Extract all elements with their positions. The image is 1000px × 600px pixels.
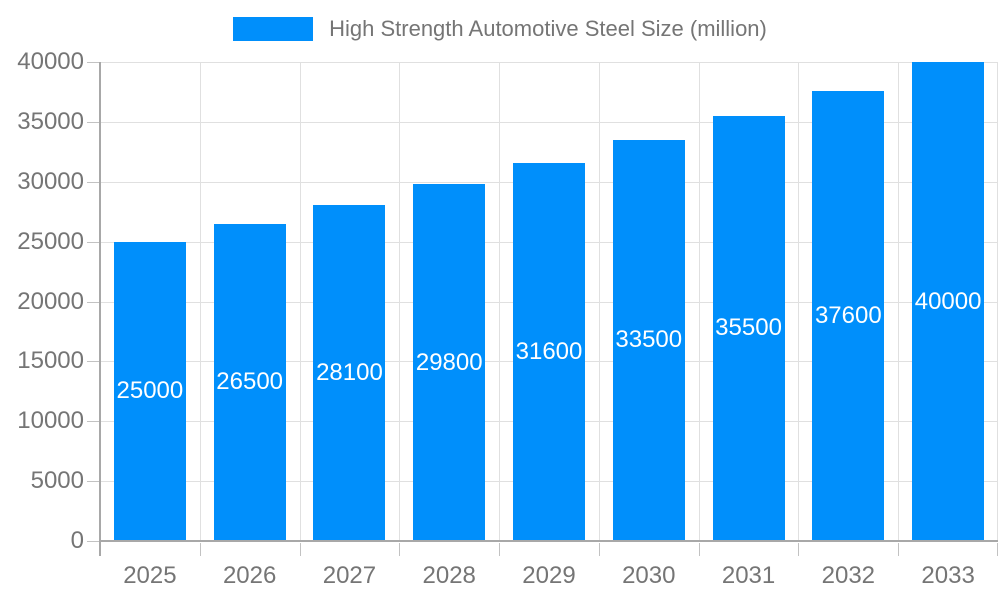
bar-2029[interactable]: 31600 [513,162,585,541]
y-axis-tick-label: 10000 [17,407,84,435]
bar-value-label: 33500 [615,326,683,354]
legend-item[interactable]: High Strength Automotive Steel Size (mil… [233,16,767,42]
bar-2025[interactable]: 25000 [113,241,186,541]
gridline-vertical [299,62,301,541]
y-axis-tick [87,121,99,123]
gridline-vertical [698,62,700,541]
y-axis-line [99,62,101,556]
bar-2027[interactable]: 28100 [313,204,386,541]
x-axis-tick-label: 2033 [921,562,975,589]
x-axis-tick [199,543,201,556]
gridline-vertical [399,62,401,541]
bar-value-label: 29800 [415,348,483,376]
x-axis-tick [598,543,600,556]
x-axis-tick-label: 2031 [721,562,776,589]
x-axis-tick [898,543,900,556]
y-axis-tick [87,541,99,542]
bar-2031[interactable]: 35500 [712,115,785,541]
bar-value-label: 40000 [914,287,982,315]
gridline-horizontal [100,62,998,63]
x-axis-tick-label: 2028 [422,562,476,589]
y-axis-tick [87,181,99,183]
x-axis-tick-label: 2030 [622,562,676,589]
y-axis-tick-label: 20000 [17,287,84,315]
x-axis-line [100,540,998,542]
y-axis-tick-label: 30000 [17,167,84,195]
x-axis-tick [399,543,401,556]
bar-value-label: 25000 [116,377,184,405]
y-axis-tick [87,62,99,63]
y-axis-tick-label: 15000 [17,347,84,375]
y-axis-tick [87,421,99,423]
bar-value-label: 26500 [216,368,284,396]
bar-value-label: 37600 [814,301,882,329]
gridline-horizontal [100,121,998,123]
plot-area: 25000 26500 28100 29800 31600 33500 35500 37600… [100,62,998,541]
gridline-vertical [898,62,900,541]
y-axis-tick-label: 5000 [30,467,84,495]
bar-value-label: 35500 [715,314,782,342]
x-axis-tick [499,543,501,556]
x-axis-tick-label: 2029 [522,562,576,589]
legend: High Strength Automotive Steel Size (mil… [0,16,1000,42]
x-axis-tick-label: 2026 [222,562,277,589]
y-axis-tick [87,361,99,363]
x-axis-tick [798,543,800,556]
bar-2030[interactable]: 33500 [612,139,685,541]
y-axis-tick-label: 25000 [17,227,84,255]
bar-2026[interactable]: 26500 [213,223,286,541]
x-axis-tick-label: 2025 [123,562,177,589]
gridline-vertical [499,62,501,541]
y-axis-tick-label: 40000 [17,48,84,75]
bar-value-label: 28100 [316,358,383,386]
bar-2033[interactable]: 40000 [912,62,985,541]
x-axis-tick-label: 2027 [322,562,377,589]
legend-swatch-icon [233,17,314,41]
x-axis-tick-label: 2032 [821,562,876,589]
gridline-vertical [997,62,998,541]
gridline-vertical [798,62,800,541]
legend-label: High Strength Automotive Steel Size (mil… [329,16,767,41]
y-axis-tick [87,241,99,243]
y-axis-tick [87,301,99,303]
y-axis-tick-label: 35000 [17,107,84,135]
bar-2028[interactable]: 29800 [413,184,486,541]
bar-value-label: 31600 [515,337,583,365]
y-axis-tick-label: 0 [70,527,84,554]
gridline-vertical [199,62,201,541]
x-axis-tick [997,543,998,556]
gridline-vertical [598,62,600,541]
y-axis-tick [87,481,99,483]
x-axis-tick [299,543,301,556]
bar-2032[interactable]: 37600 [812,90,885,541]
x-axis-tick [698,543,700,556]
